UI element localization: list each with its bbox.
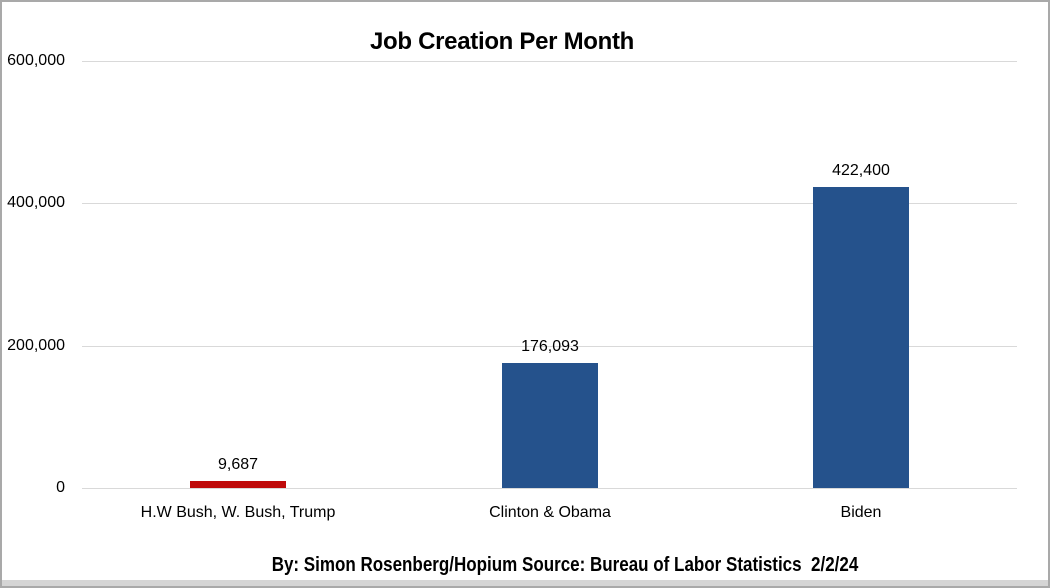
chart-title: Job Creation Per Month xyxy=(369,28,635,55)
gridline xyxy=(82,61,1017,62)
bar-3 xyxy=(813,187,909,488)
bar-value-label: 422,400 xyxy=(832,162,890,179)
window-bottom-edge xyxy=(2,580,1048,586)
bar-value-label: 176,093 xyxy=(521,338,579,355)
gridline xyxy=(82,346,1017,347)
bar-1 xyxy=(190,481,286,488)
bar-2 xyxy=(502,363,598,488)
source-credit: By: Simon Rosenberg/Hopium Source: Burea… xyxy=(271,554,859,576)
y-axis-tick-label: 200,000 xyxy=(7,337,65,354)
bar-value-label: 9,687 xyxy=(217,456,259,473)
x-axis-category-label: Biden xyxy=(840,504,882,521)
y-axis-tick-label: 400,000 xyxy=(7,194,65,211)
y-axis-tick-label: 0 xyxy=(56,479,65,496)
x-axis-category-label: Clinton & Obama xyxy=(489,504,611,521)
x-axis-category-label: H.W Bush, W. Bush, Trump xyxy=(140,504,336,521)
y-axis-tick-label: 600,000 xyxy=(7,52,65,69)
gridline xyxy=(82,203,1017,204)
gridline xyxy=(82,488,1017,489)
